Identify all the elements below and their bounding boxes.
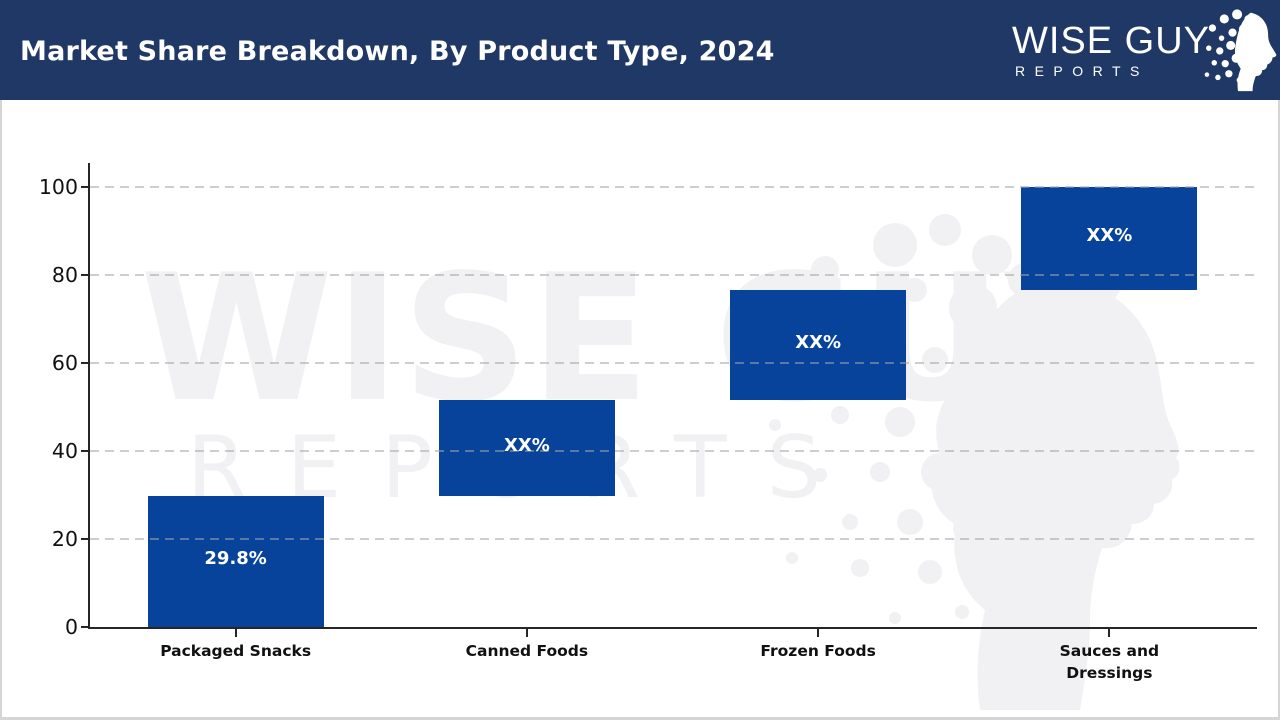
y-tick-mark [81, 449, 89, 452]
bar-value-label: XX% [795, 331, 842, 353]
bar-3 [1021, 186, 1198, 290]
y-tick-mark [81, 361, 89, 364]
header-banner: Market Share Breakdown, By Product Type,… [0, 0, 1280, 100]
y-tick-label: 60 [51, 350, 78, 375]
x-tick-mark [1108, 629, 1111, 637]
y-tick-label: 40 [51, 438, 78, 463]
dotted-face-profile-icon [1204, 9, 1277, 92]
bar-2 [730, 289, 907, 401]
y-tick-mark [81, 537, 89, 540]
x-category-label: Canned Foods [465, 642, 589, 660]
gridline-y20 [90, 537, 1255, 540]
x-tick-mark [817, 629, 820, 637]
x-category-label: Frozen Foods [760, 642, 876, 660]
x-category-label: Packaged Snacks [160, 642, 312, 660]
brand-subtitle: REPORTS [1014, 62, 1149, 79]
bar-0 [147, 495, 324, 627]
y-tick-label: 80 [51, 262, 78, 287]
brand-name: WISE GUY [1011, 19, 1210, 62]
page-title: Market Share Breakdown, By Product Type,… [20, 36, 775, 67]
y-tick-label: 20 [51, 526, 78, 551]
brand-logo: WISE GUY REPORTS [1012, 4, 1280, 96]
x-tick-mark [234, 629, 237, 637]
x-tick-mark [525, 629, 528, 637]
x-category-label: Sauces and Dressings [1059, 642, 1160, 682]
y-tick-mark [81, 185, 89, 188]
bar-value-label: XX% [503, 434, 550, 456]
gridline-y40 [90, 449, 1255, 452]
y-axis-line [88, 163, 90, 629]
bar-1 [438, 400, 615, 496]
plot-area: 0 20 40 60 80 100 29.8% Packaged Snacks XX% Canne… [2, 100, 1278, 717]
brand-logo-text: WISE GUY REPORTS [1012, 22, 1210, 79]
y-tick-mark [81, 626, 89, 628]
y-tick-label: 100 [38, 174, 78, 199]
x-axis-line [88, 627, 1257, 629]
watermark-face-graphic [747, 214, 1180, 710]
gridline-y60 [90, 361, 1255, 364]
gridline-y100 [90, 185, 1255, 188]
bar-value-label: XX% [1086, 225, 1133, 247]
gridline-y80 [90, 273, 1255, 276]
y-tick-label: 0 [64, 615, 78, 639]
bar-value-label: 29.8% [204, 548, 267, 570]
y-tick-mark [81, 273, 89, 276]
